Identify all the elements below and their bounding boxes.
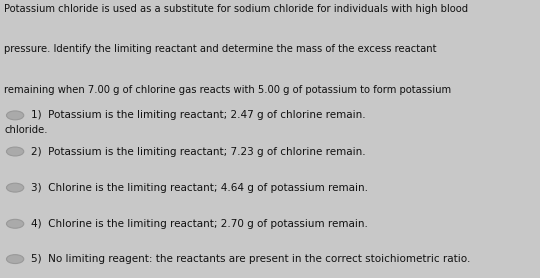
Text: 3)  Chlorine is the limiting reactant; 4.64 g of potassium remain.: 3) Chlorine is the limiting reactant; 4.… [31,183,368,193]
Circle shape [6,147,24,156]
Circle shape [6,183,24,192]
Text: pressure. Identify the limiting reactant and determine the mass of the excess re: pressure. Identify the limiting reactant… [4,44,437,54]
Text: remaining when 7.00 g of chlorine gas reacts with 5.00 g of potassium to form po: remaining when 7.00 g of chlorine gas re… [4,85,451,95]
Text: chloride.: chloride. [4,125,48,135]
Circle shape [6,111,24,120]
Circle shape [6,219,24,228]
Text: 4)  Chlorine is the limiting reactant; 2.70 g of potassium remain.: 4) Chlorine is the limiting reactant; 2.… [31,219,368,229]
Text: 1)  Potassium is the limiting reactant; 2.47 g of chlorine remain.: 1) Potassium is the limiting reactant; 2… [31,110,366,120]
Text: Potassium chloride is used as a substitute for sodium chloride for individuals w: Potassium chloride is used as a substitu… [4,4,468,14]
Text: 5)  No limiting reagent: the reactants are present in the correct stoichiometric: 5) No limiting reagent: the reactants ar… [31,254,471,264]
Text: 2)  Potassium is the limiting reactant; 7.23 g of chlorine remain.: 2) Potassium is the limiting reactant; 7… [31,147,366,157]
Circle shape [6,255,24,264]
